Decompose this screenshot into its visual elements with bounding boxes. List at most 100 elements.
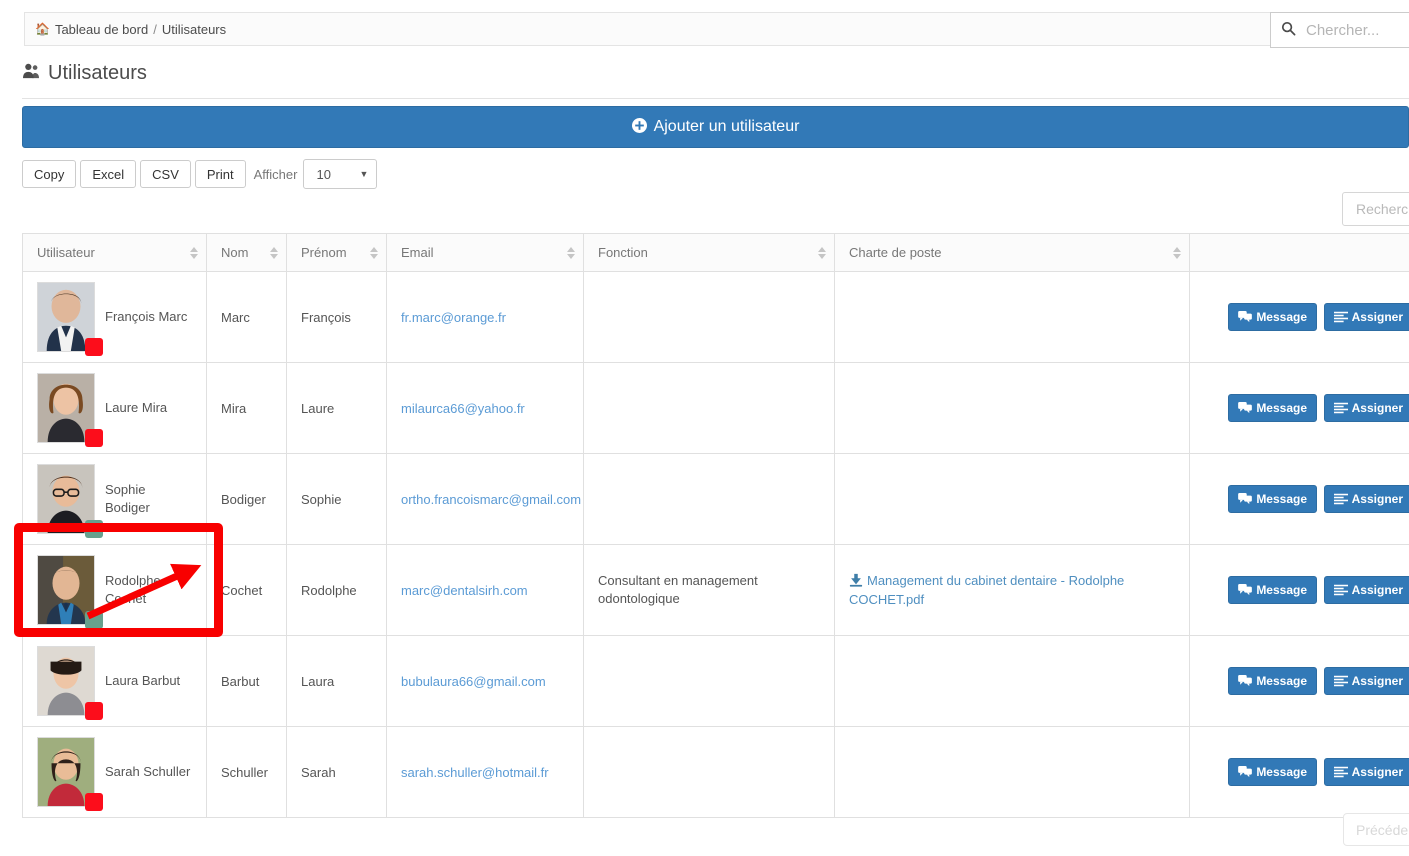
user-name: Laura Barbut [105,673,181,689]
message-button[interactable]: Message [1228,758,1318,786]
add-user-button[interactable]: Ajouter un utilisateur [22,106,1409,148]
table-row[interactable]: Rodolphe Cochet Cochet Rodolphe marc@den… [22,544,1409,636]
message-button[interactable]: Message [1228,485,1318,513]
assigner-button[interactable]: Assigner [1323,394,1409,422]
status-badge [85,338,103,356]
breadcrumb-item-current: Utilisateurs [161,21,227,37]
cell-utilisateur: Sarah Schuller [22,726,207,818]
add-user-label: Ajouter un utilisateur [653,118,800,135]
message-button[interactable]: Message [1228,303,1318,331]
assigner-button[interactable]: Assigner [1323,303,1409,331]
cell-prenom: Rodolphe [286,544,387,636]
table-row[interactable]: Laura Barbut Barbut Laura bubulaura66@gm… [22,635,1409,727]
cell-fonction [583,362,835,454]
cell-charte [834,271,1190,363]
align-left-icon [1333,675,1348,687]
cell-actions: Message Assigner [1189,726,1409,818]
align-left-icon [1333,311,1348,323]
sort-icon[interactable] [189,246,198,260]
search-icon [1281,21,1296,39]
assigner-label: Assigner [1351,765,1403,779]
email-link[interactable]: ortho.francoismarc@gmail.com [401,491,582,507]
cell-nom: Cochet [206,544,287,636]
assigner-button[interactable]: Assigner [1323,758,1409,786]
user-name: François Marc [105,309,188,325]
comments-icon [1238,584,1253,596]
cell-nom: Mira [206,362,287,454]
table-row[interactable]: Sarah Schuller Schuller Sarah sarah.schu… [22,726,1409,818]
cell-charte: Management du cabinet dentaire - Rodolph… [834,544,1190,636]
users-table-body: François Marc Marc François fr.marc@oran… [22,271,1409,818]
sort-icon[interactable] [566,246,575,260]
page-length-select[interactable]: 10 ▼ [303,159,378,189]
search-input[interactable] [1304,20,1409,40]
status-badge [85,611,103,629]
cell-actions: Message Assigner [1189,453,1409,545]
cell-charte [834,362,1190,454]
cell-nom: Bodiger [206,453,287,545]
column-header-fonction[interactable]: Fonction [583,233,835,272]
assigner-button[interactable]: Assigner [1323,667,1409,695]
status-badge [85,702,103,720]
comments-icon [1238,402,1253,414]
column-header-nom[interactable]: Nom [206,233,287,272]
cell-nom: Marc [206,271,287,363]
message-button[interactable]: Message [1228,667,1318,695]
message-label: Message [1256,583,1308,597]
cell-fonction: Consultant en management odontologique [583,544,835,636]
assigner-button[interactable]: Assigner [1323,576,1409,604]
message-label: Message [1256,492,1308,506]
column-header-utilisateur[interactable]: Utilisateur [22,233,207,272]
message-button[interactable]: Message [1228,576,1318,604]
assigner-label: Assigner [1351,401,1403,415]
csv-button[interactable]: CSV [140,160,191,188]
assigner-button[interactable]: Assigner [1323,485,1409,513]
cell-fonction [583,453,835,545]
column-header-charte-de-poste[interactable]: Charte de poste [834,233,1190,272]
title-divider [22,98,1409,99]
align-left-icon [1333,493,1348,505]
assigner-label: Assigner [1351,310,1403,324]
table-search-input[interactable] [1354,200,1409,218]
message-label: Message [1256,310,1308,324]
column-header-email[interactable]: Email [386,233,584,272]
chevron-down-icon: ▼ [359,169,369,179]
cell-prenom: Laura [286,635,387,727]
sort-icon[interactable] [817,246,826,260]
column-label: Email [401,245,434,260]
email-link[interactable]: fr.marc@orange.fr [401,309,506,325]
sort-icon[interactable] [1172,246,1181,260]
table-row[interactable]: François Marc Marc François fr.marc@oran… [22,271,1409,363]
excel-button[interactable]: Excel [80,160,137,188]
cell-utilisateur: Rodolphe Cochet [22,544,207,636]
sort-icon[interactable] [269,246,278,260]
align-left-icon [1333,584,1348,596]
cell-utilisateur: Sophie Bodiger [22,453,207,545]
message-label: Message [1256,765,1308,779]
table-row[interactable]: Laure Mira Mira Laure milaurca66@yahoo.f… [22,362,1409,454]
email-link[interactable]: bubulaura66@gmail.com [401,673,546,689]
email-link[interactable]: sarah.schuller@hotmail.fr [401,764,549,780]
user-name: Sophie Bodiger [105,482,150,515]
cell-email: sarah.schuller@hotmail.fr [386,726,584,818]
breadcrumb-item-dashboard[interactable]: Tableau de bord [54,21,149,37]
message-label: Message [1256,674,1308,688]
email-link[interactable]: milaurca66@yahoo.fr [401,400,525,416]
message-button[interactable]: Message [1228,394,1318,422]
copy-button[interactable]: Copy [22,160,77,188]
print-button[interactable]: Print [194,160,246,188]
pagination-previous-button[interactable]: Précédent [1343,813,1409,846]
global-search[interactable] [1270,12,1409,48]
cell-prenom: Sarah [286,726,387,818]
cell-fonction [583,635,835,727]
cell-actions: Message Assigner [1189,362,1409,454]
cell-actions: Message Assigner [1189,635,1409,727]
user-name: Laure Mira [105,400,168,416]
charte-pdf-link[interactable]: Management du cabinet dentaire - Rodolph… [849,572,1125,608]
table-search-box[interactable] [1342,192,1409,226]
sort-icon[interactable] [369,246,378,260]
avatar [37,646,103,720]
column-header-prenom[interactable]: Prénom [286,233,387,272]
email-link[interactable]: marc@dentalsirh.com [401,582,528,598]
table-row[interactable]: Sophie Bodiger Bodiger Sophie ortho.fran… [22,453,1409,545]
